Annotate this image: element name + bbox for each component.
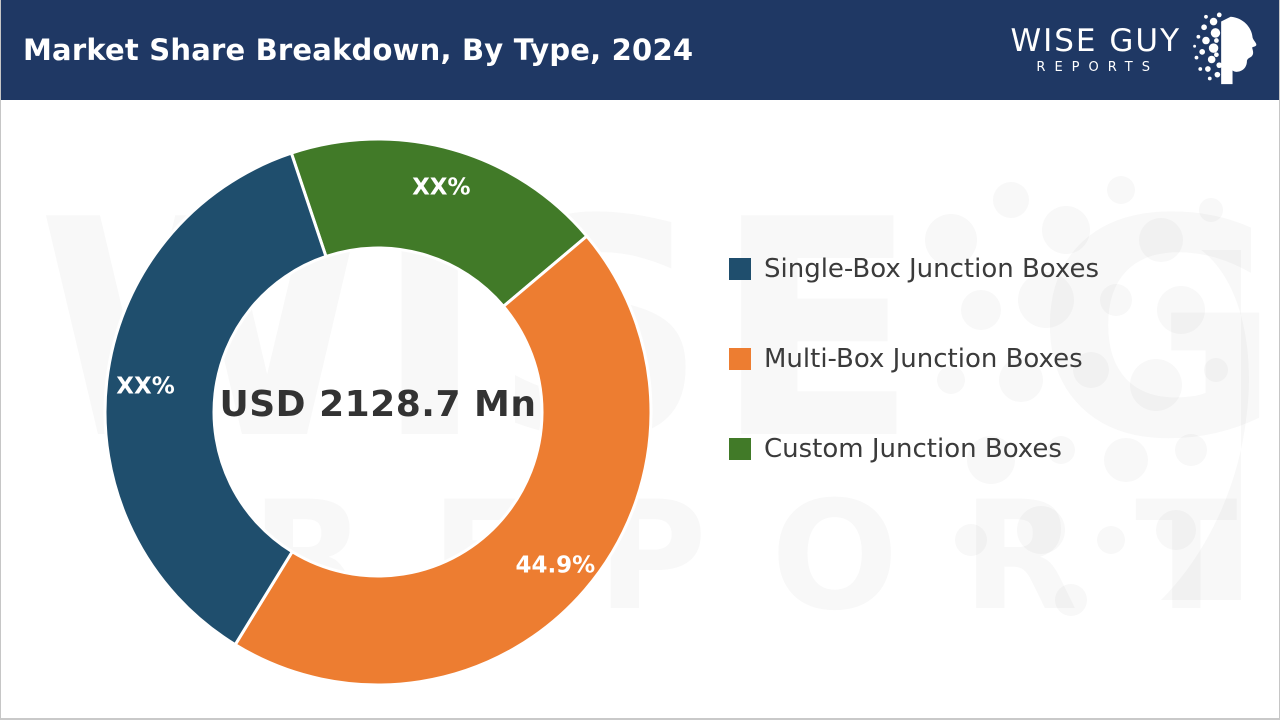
legend-swatch-orange xyxy=(729,348,751,370)
header-bar: Market Share Breakdown, By Type, 2024 WI… xyxy=(1,0,1279,100)
donut-slice-value-label-2: XX% xyxy=(116,373,175,399)
donut-slice-2 xyxy=(103,151,328,647)
brand-logo-text: WISE GUY REPORTS xyxy=(1010,23,1181,75)
legend-item: Custom Junction Boxes xyxy=(729,427,1099,471)
donut-slice-0 xyxy=(289,137,589,308)
donut-slice-1 xyxy=(233,234,653,687)
donut-slice-value-label-0: XX% xyxy=(412,175,471,201)
brand-face-icon xyxy=(1193,12,1257,85)
brand-subtitle: REPORTS xyxy=(1036,60,1160,75)
legend-label: Single-Box Junction Boxes xyxy=(764,254,1100,284)
donut-slice-value-label-1: 44.9% xyxy=(515,553,595,579)
legend-swatch-blue xyxy=(729,258,751,280)
legend-swatch-green xyxy=(729,438,751,460)
legend-label: Custom Junction Boxes xyxy=(764,434,1062,464)
legend-item: Single-Box Junction Boxes xyxy=(729,247,1099,291)
brand-logo: WISE GUY REPORTS xyxy=(1010,10,1261,90)
legend-label: Multi-Box Junction Boxes xyxy=(764,344,1083,374)
brand-name: WISE GUY xyxy=(1010,23,1181,59)
donut-center-total: USD 2128.7 Mn xyxy=(219,384,537,425)
legend-item: Multi-Box Junction Boxes xyxy=(729,337,1099,381)
page-title: Market Share Breakdown, By Type, 2024 xyxy=(23,33,694,67)
chart-legend: Single-Box Junction Boxes Multi-Box Junc… xyxy=(729,247,1099,517)
